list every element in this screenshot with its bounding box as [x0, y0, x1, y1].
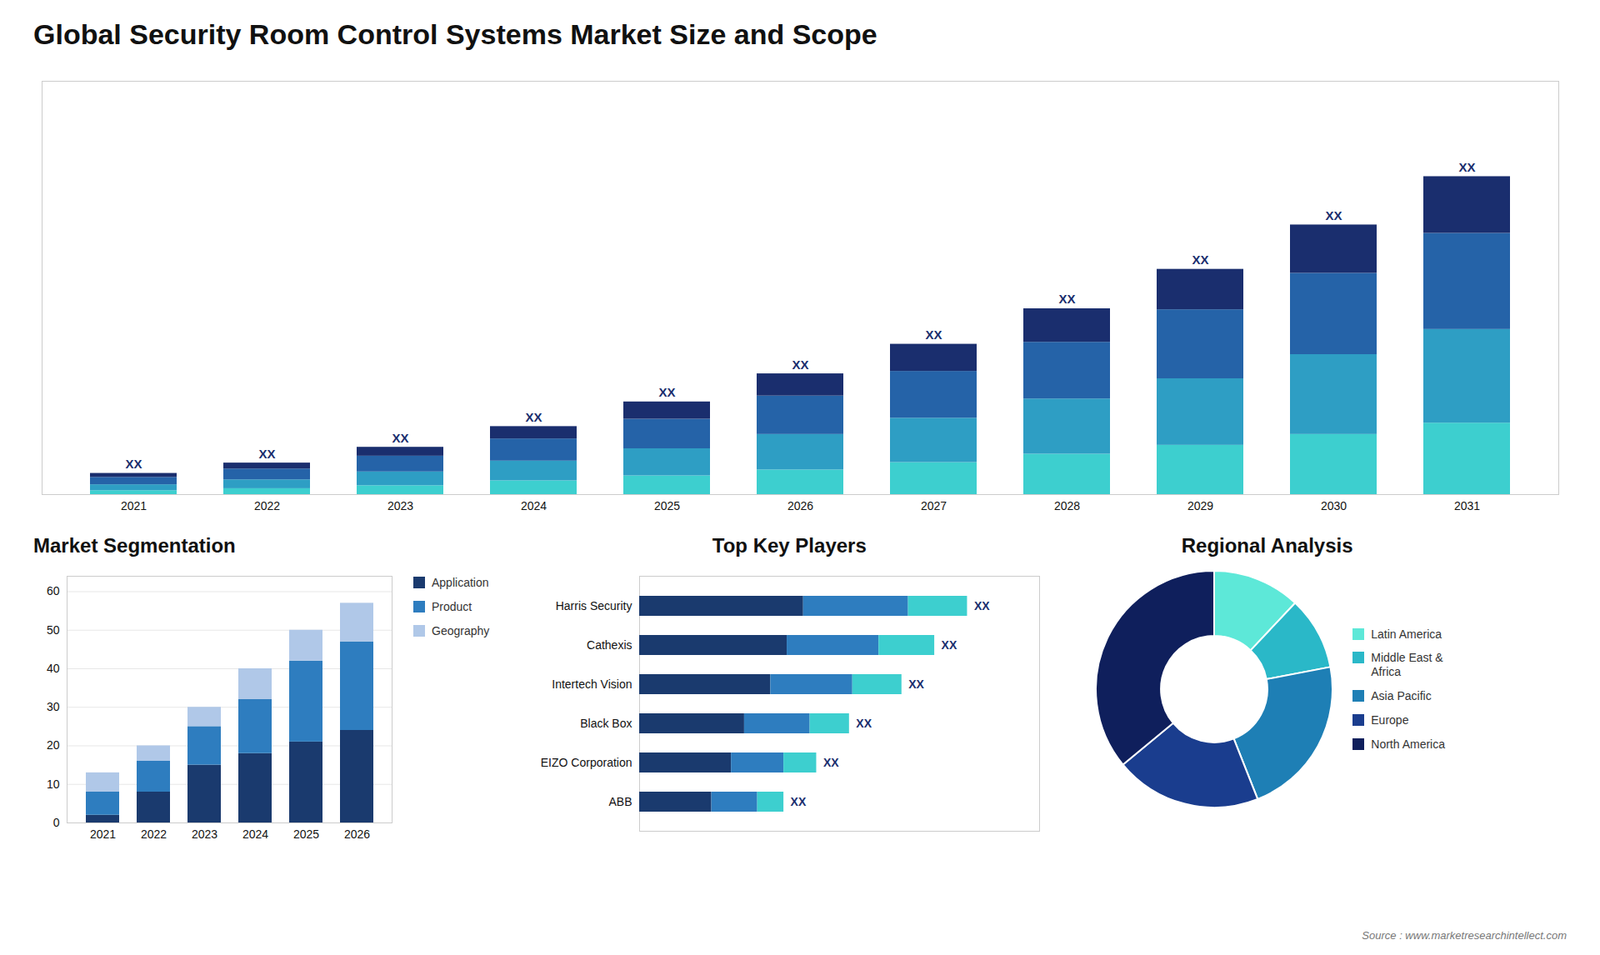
svg-text:XX: XX — [925, 327, 942, 342]
svg-text:XX: XX — [790, 795, 807, 809]
svg-text:2025: 2025 — [654, 499, 680, 513]
svg-text:2026: 2026 — [344, 827, 370, 841]
svg-text:2030: 2030 — [1320, 499, 1347, 513]
svg-text:Black Box: Black Box — [580, 716, 633, 730]
svg-text:XX: XX — [1191, 252, 1209, 267]
svg-text:2028: 2028 — [1054, 499, 1080, 513]
html-text:Application: Application — [431, 575, 489, 590]
svg-text:XX: XX — [974, 599, 990, 613]
svg-text:XX: XX — [258, 446, 275, 461]
svg-text:XX: XX — [1325, 208, 1342, 223]
html-text:Regional Analysis: Regional Analysis — [1181, 534, 1353, 557]
svg-text:2031: 2031 — [1454, 499, 1480, 513]
svg-text:XX: XX — [856, 716, 873, 730]
svg-text:2024: 2024 — [242, 827, 269, 841]
svg-text:20: 20 — [46, 738, 60, 752]
svg-text:XX: XX — [658, 385, 675, 400]
svg-text:XX: XX — [1058, 291, 1075, 306]
html-text:Geography: Geography — [431, 623, 490, 638]
svg-text:50: 50 — [46, 623, 60, 637]
svg-text:10: 10 — [46, 777, 60, 791]
html-text:Source : www.marketresearchint: Source : www.marketresearchintellect.com — [1361, 929, 1567, 942]
html-text:Market Segmentation: Market Segmentation — [33, 534, 236, 557]
svg-text:XX: XX — [791, 357, 809, 372]
svg-text:2022: 2022 — [140, 827, 167, 841]
svg-text:2023: 2023 — [387, 499, 414, 513]
svg-text:XX: XX — [525, 410, 542, 425]
svg-text:EIZO Corporation: EIZO Corporation — [540, 755, 633, 770]
svg-text:XX: XX — [909, 677, 925, 691]
html-text:North America: North America — [1371, 737, 1445, 751]
svg-text:40: 40 — [46, 661, 60, 675]
svg-text:60: 60 — [46, 584, 60, 598]
svg-text:0: 0 — [53, 815, 60, 830]
svg-text:2027: 2027 — [920, 499, 947, 513]
svg-text:XX: XX — [941, 638, 958, 652]
html-text:Top Key Players: Top Key Players — [712, 534, 867, 557]
svg-text:ABB: ABB — [609, 795, 633, 809]
svg-text:Cathexis: Cathexis — [586, 638, 632, 652]
svg-text:2029: 2029 — [1187, 499, 1214, 513]
svg-text:2024: 2024 — [520, 499, 547, 513]
html-text:Latin America: Latin America — [1371, 627, 1442, 641]
svg-text:2021: 2021 — [120, 499, 147, 513]
svg-text:Intertech Vision: Intertech Vision — [552, 677, 633, 691]
svg-text:30: 30 — [46, 700, 60, 714]
svg-text:XX: XX — [823, 755, 840, 770]
svg-text:Harris Security: Harris Security — [555, 599, 633, 613]
svg-text:2023: 2023 — [191, 827, 218, 841]
svg-text:2022: 2022 — [254, 499, 280, 513]
html-text:Global Security Room Control S: Global Security Room Control Systems Mar… — [33, 18, 878, 50]
svg-text:2026: 2026 — [787, 499, 814, 513]
svg-text:XX: XX — [1458, 160, 1475, 175]
html-text:Middle East & Africa: Middle East & Africa — [1371, 651, 1444, 679]
html-text:Asia Pacific: Asia Pacific — [1371, 689, 1432, 703]
svg-text:XX: XX — [391, 430, 409, 445]
svg-text:2025: 2025 — [293, 827, 320, 841]
html-text:Europe: Europe — [1371, 713, 1409, 727]
html-text:Product: Product — [431, 599, 472, 614]
svg-text:2021: 2021 — [90, 827, 116, 841]
svg-text:XX: XX — [125, 456, 142, 471]
